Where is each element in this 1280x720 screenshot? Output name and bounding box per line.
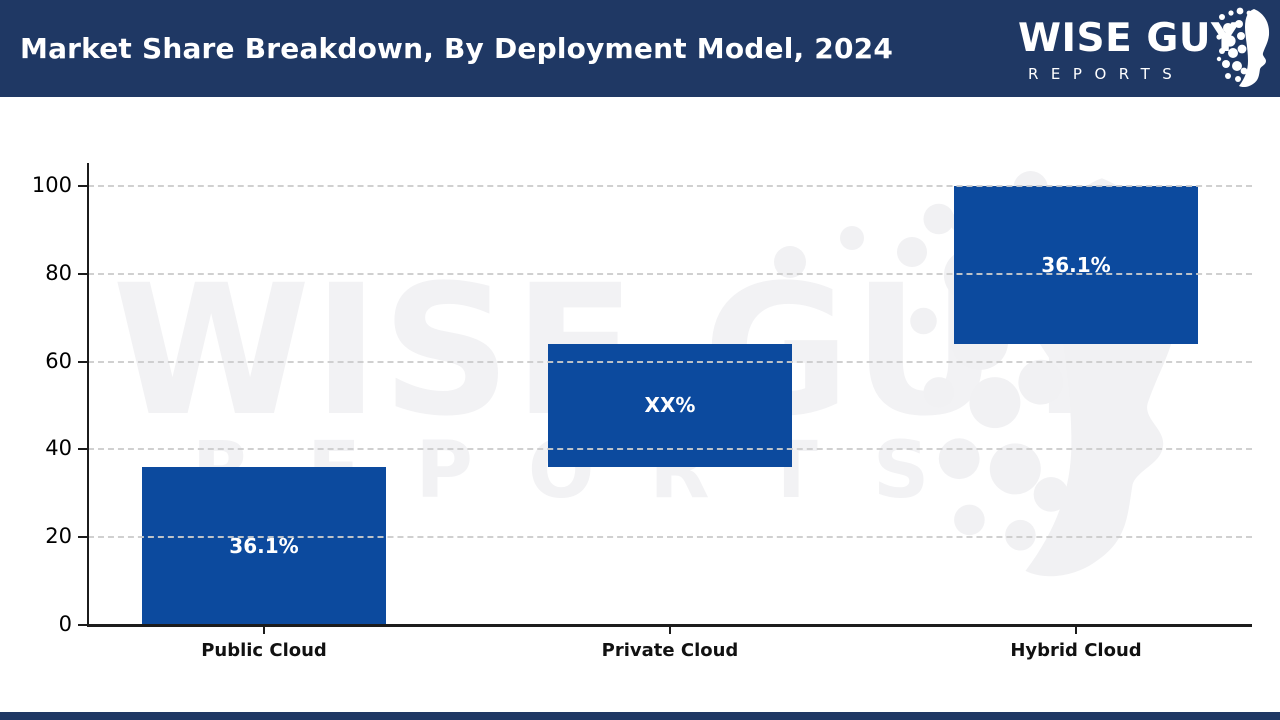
bar-segment: 36.1% [142, 466, 386, 625]
x-axis [88, 624, 1252, 627]
x-tick [1075, 627, 1077, 634]
gridline [88, 185, 1252, 187]
wiseguy-logo: WISE GUY REPORTS [1018, 7, 1270, 88]
y-tick-label: 0 [58, 612, 72, 636]
y-tick-label: 60 [45, 348, 72, 373]
y-tick [78, 272, 87, 275]
gridline [88, 536, 1252, 539]
logo-name-text: WISE GUY [1018, 16, 1240, 61]
y-tick [78, 536, 87, 539]
y-tick-label: 20 [45, 524, 72, 549]
bar-segment: 36.1% [954, 186, 1198, 345]
header: Market Share Breakdown, By Deployment Mo… [0, 0, 1280, 97]
x-tick-label: Public Cloud [201, 640, 327, 661]
gridline [88, 272, 1252, 275]
x-tick-label: Private Cloud [601, 640, 739, 661]
y-axis [87, 163, 89, 627]
x-tick [669, 627, 671, 634]
y-tick [78, 448, 87, 451]
page-title: Market Share Breakdown, By Deployment Mo… [20, 32, 894, 65]
logo-sub-text: REPORTS [1028, 65, 1184, 83]
y-tick [78, 360, 87, 363]
y-tick-label: 80 [45, 260, 72, 285]
y-tick-label: 100 [31, 173, 72, 197]
x-tick-label: Hybrid Cloud [1010, 640, 1142, 661]
x-tick [263, 627, 265, 634]
wiseguy-face-icon [1216, 7, 1270, 88]
y-tick [78, 185, 87, 187]
gridline [88, 448, 1252, 451]
y-tick-label: 40 [45, 436, 72, 461]
bar-value-label: XX% [644, 393, 696, 418]
bar-segment: XX% [548, 344, 792, 467]
y-tick [78, 624, 87, 626]
footer-bar [0, 712, 1280, 720]
gridline [88, 360, 1252, 363]
